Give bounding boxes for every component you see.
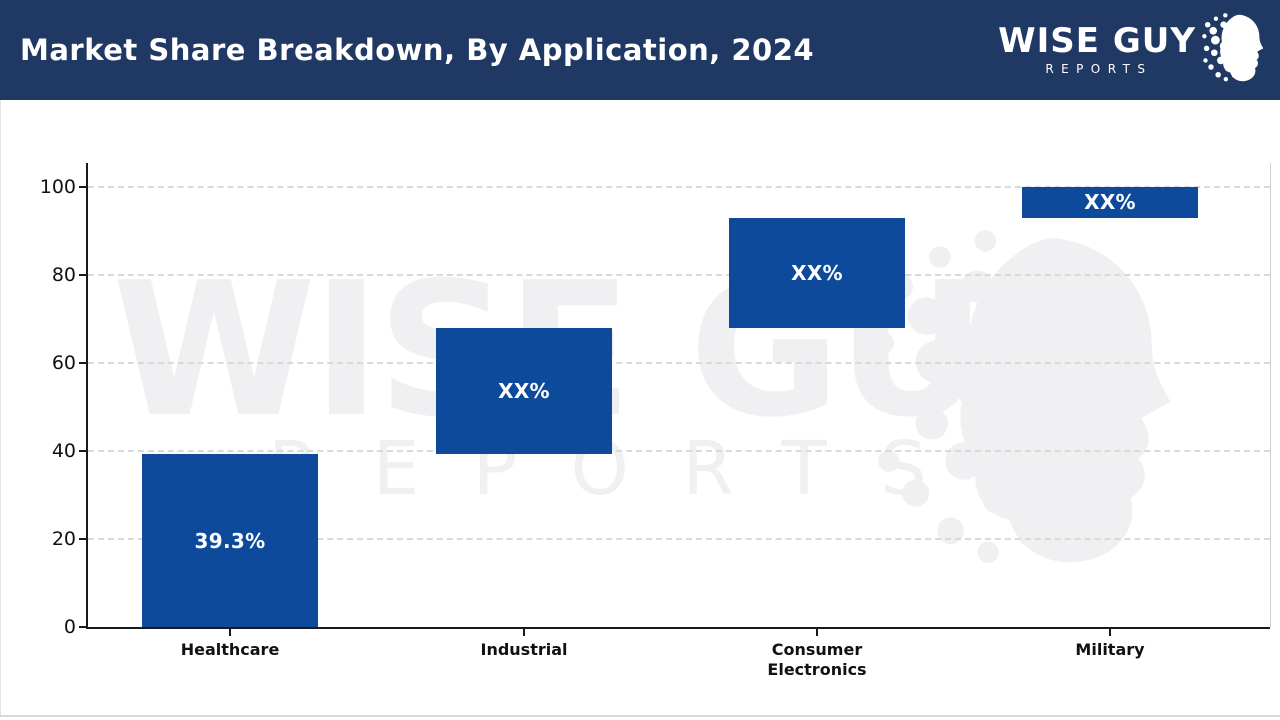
logo-wordmark: WISE GUY	[998, 21, 1196, 61]
left-edge-line	[0, 100, 1, 715]
x-category-label: Industrial	[480, 640, 568, 659]
right-spine	[1270, 163, 1271, 627]
y-tick	[79, 186, 86, 188]
x-category-label: Consumer Electronics	[767, 640, 867, 679]
x-tick	[1109, 629, 1111, 636]
y-tick-label: 0	[63, 616, 76, 638]
bar-value-label: XX%	[791, 260, 843, 285]
gridline	[88, 450, 1270, 452]
gridline	[88, 362, 1270, 364]
x-category-label: Military	[1075, 640, 1145, 659]
gridline	[88, 186, 1270, 188]
y-tick	[79, 274, 86, 276]
bar: 39.3%	[142, 454, 318, 627]
bottom-divider	[0, 715, 1280, 717]
y-tick-label: 100	[39, 176, 76, 198]
bar-value-label: XX%	[498, 378, 550, 403]
y-tick	[79, 626, 86, 628]
y-tick	[79, 362, 86, 364]
gridline	[88, 538, 1270, 540]
x-tick	[816, 629, 818, 636]
x-axis-line	[86, 627, 1270, 629]
y-axis-line	[86, 163, 88, 629]
bar-value-label: 39.3%	[194, 528, 266, 553]
bar-value-label: XX%	[1084, 190, 1136, 215]
y-tick-label: 60	[51, 352, 76, 374]
y-tick-label: 20	[51, 528, 76, 550]
x-category-label: Healthcare	[180, 640, 280, 659]
gridline	[88, 274, 1270, 276]
wiseguy-logo: WISE GUY REPORTS	[998, 11, 1280, 89]
x-tick	[229, 629, 231, 636]
bar: XX%	[729, 217, 905, 328]
bar: XX%	[436, 327, 612, 455]
chart-title: Market Share Breakdown, By Application, …	[20, 33, 815, 67]
logo-text: WISE GUY REPORTS	[998, 24, 1196, 76]
y-tick	[79, 450, 86, 452]
wiseguy-face-icon	[1200, 11, 1266, 89]
x-tick	[523, 629, 525, 636]
y-tick-label: 40	[51, 440, 76, 462]
logo-subtext: REPORTS	[1045, 62, 1153, 76]
y-tick	[79, 538, 86, 540]
header-bar: Market Share Breakdown, By Application, …	[0, 0, 1280, 100]
bar: XX%	[1022, 187, 1198, 218]
y-tick-label: 80	[51, 264, 76, 286]
